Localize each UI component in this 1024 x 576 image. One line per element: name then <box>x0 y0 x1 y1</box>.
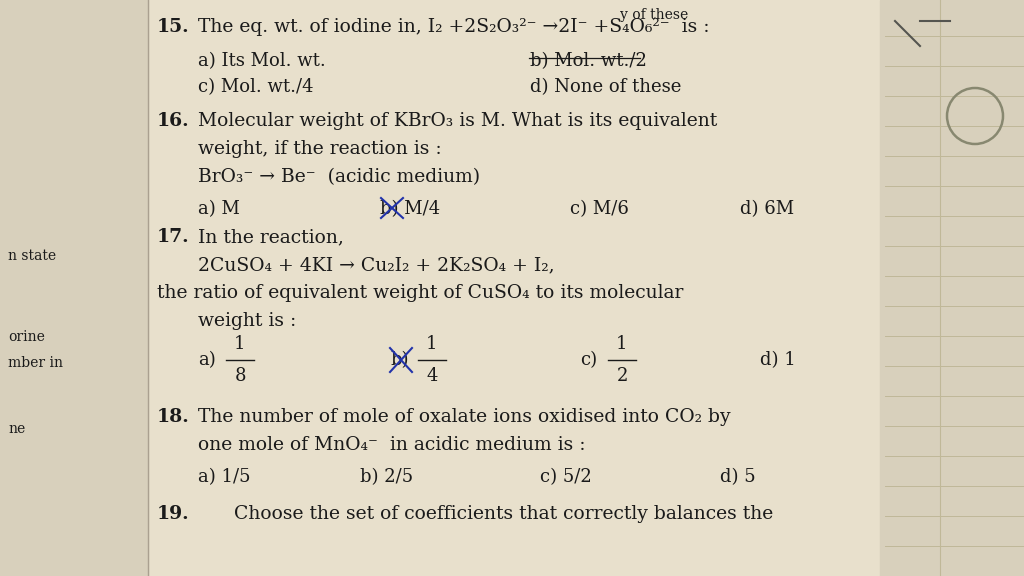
Text: 1: 1 <box>426 335 437 353</box>
Text: d) None of these: d) None of these <box>530 78 681 96</box>
Text: 18.: 18. <box>157 408 189 426</box>
Text: orine: orine <box>8 330 45 344</box>
Bar <box>0 0 148 576</box>
Text: a) Its Mol. wt.: a) Its Mol. wt. <box>198 52 326 70</box>
Text: b) Mol. wt./2: b) Mol. wt./2 <box>530 52 647 70</box>
Text: weight is :: weight is : <box>198 312 296 330</box>
Text: c) M/6: c) M/6 <box>570 200 629 218</box>
Text: a) 1/5: a) 1/5 <box>198 468 251 486</box>
Text: d) 1: d) 1 <box>760 351 796 369</box>
Text: the ratio of equivalent weight of CuSO₄ to its molecular: the ratio of equivalent weight of CuSO₄ … <box>157 284 683 302</box>
Text: 15.: 15. <box>157 18 189 36</box>
Text: Molecular weight of KBrO₃ is M. What is its equivalent: Molecular weight of KBrO₃ is M. What is … <box>198 112 717 130</box>
Text: y of these: y of these <box>620 8 688 22</box>
Text: 19.: 19. <box>157 505 189 523</box>
Text: The eq. wt. of iodine in, I₂ +2S₂O₃²⁻ →2I⁻ +S₄O₆²⁻  is :: The eq. wt. of iodine in, I₂ +2S₂O₃²⁻ →2… <box>198 18 710 36</box>
Text: ne: ne <box>8 422 26 436</box>
Text: d) 6M: d) 6M <box>740 200 795 218</box>
Text: 4: 4 <box>426 367 437 385</box>
Text: one mole of MnO₄⁻  in acidic medium is :: one mole of MnO₄⁻ in acidic medium is : <box>198 436 586 454</box>
Text: b) 2/5: b) 2/5 <box>360 468 413 486</box>
Text: b): b) <box>390 351 409 369</box>
Text: The number of mole of oxalate ions oxidised into CO₂ by: The number of mole of oxalate ions oxidi… <box>198 408 731 426</box>
Text: BrO₃⁻ → Be⁻  (acidic medium): BrO₃⁻ → Be⁻ (acidic medium) <box>198 168 480 186</box>
Text: a) M: a) M <box>198 200 240 218</box>
Text: weight, if the reaction is :: weight, if the reaction is : <box>198 140 441 158</box>
Text: 16.: 16. <box>157 112 189 130</box>
Text: c) Mol. wt./4: c) Mol. wt./4 <box>198 78 313 96</box>
Text: 1: 1 <box>234 335 246 353</box>
Text: 2: 2 <box>616 367 628 385</box>
Text: mber in: mber in <box>8 356 63 370</box>
Text: n state: n state <box>8 249 56 263</box>
Text: Choose the set of coefficients that correctly balances the: Choose the set of coefficients that corr… <box>198 505 773 523</box>
Text: 1: 1 <box>616 335 628 353</box>
Text: 17.: 17. <box>157 228 189 246</box>
Text: 8: 8 <box>234 367 246 385</box>
Text: c): c) <box>580 351 597 369</box>
Text: d) 5: d) 5 <box>720 468 756 486</box>
Text: 2CuSO₄ + 4KI → Cu₂I₂ + 2K₂SO₄ + I₂,: 2CuSO₄ + 4KI → Cu₂I₂ + 2K₂SO₄ + I₂, <box>198 256 555 274</box>
Text: c) 5/2: c) 5/2 <box>540 468 592 486</box>
Text: In the reaction,: In the reaction, <box>198 228 344 246</box>
Text: b) M/4: b) M/4 <box>380 200 440 218</box>
Bar <box>880 0 1024 576</box>
Text: a): a) <box>198 351 216 369</box>
